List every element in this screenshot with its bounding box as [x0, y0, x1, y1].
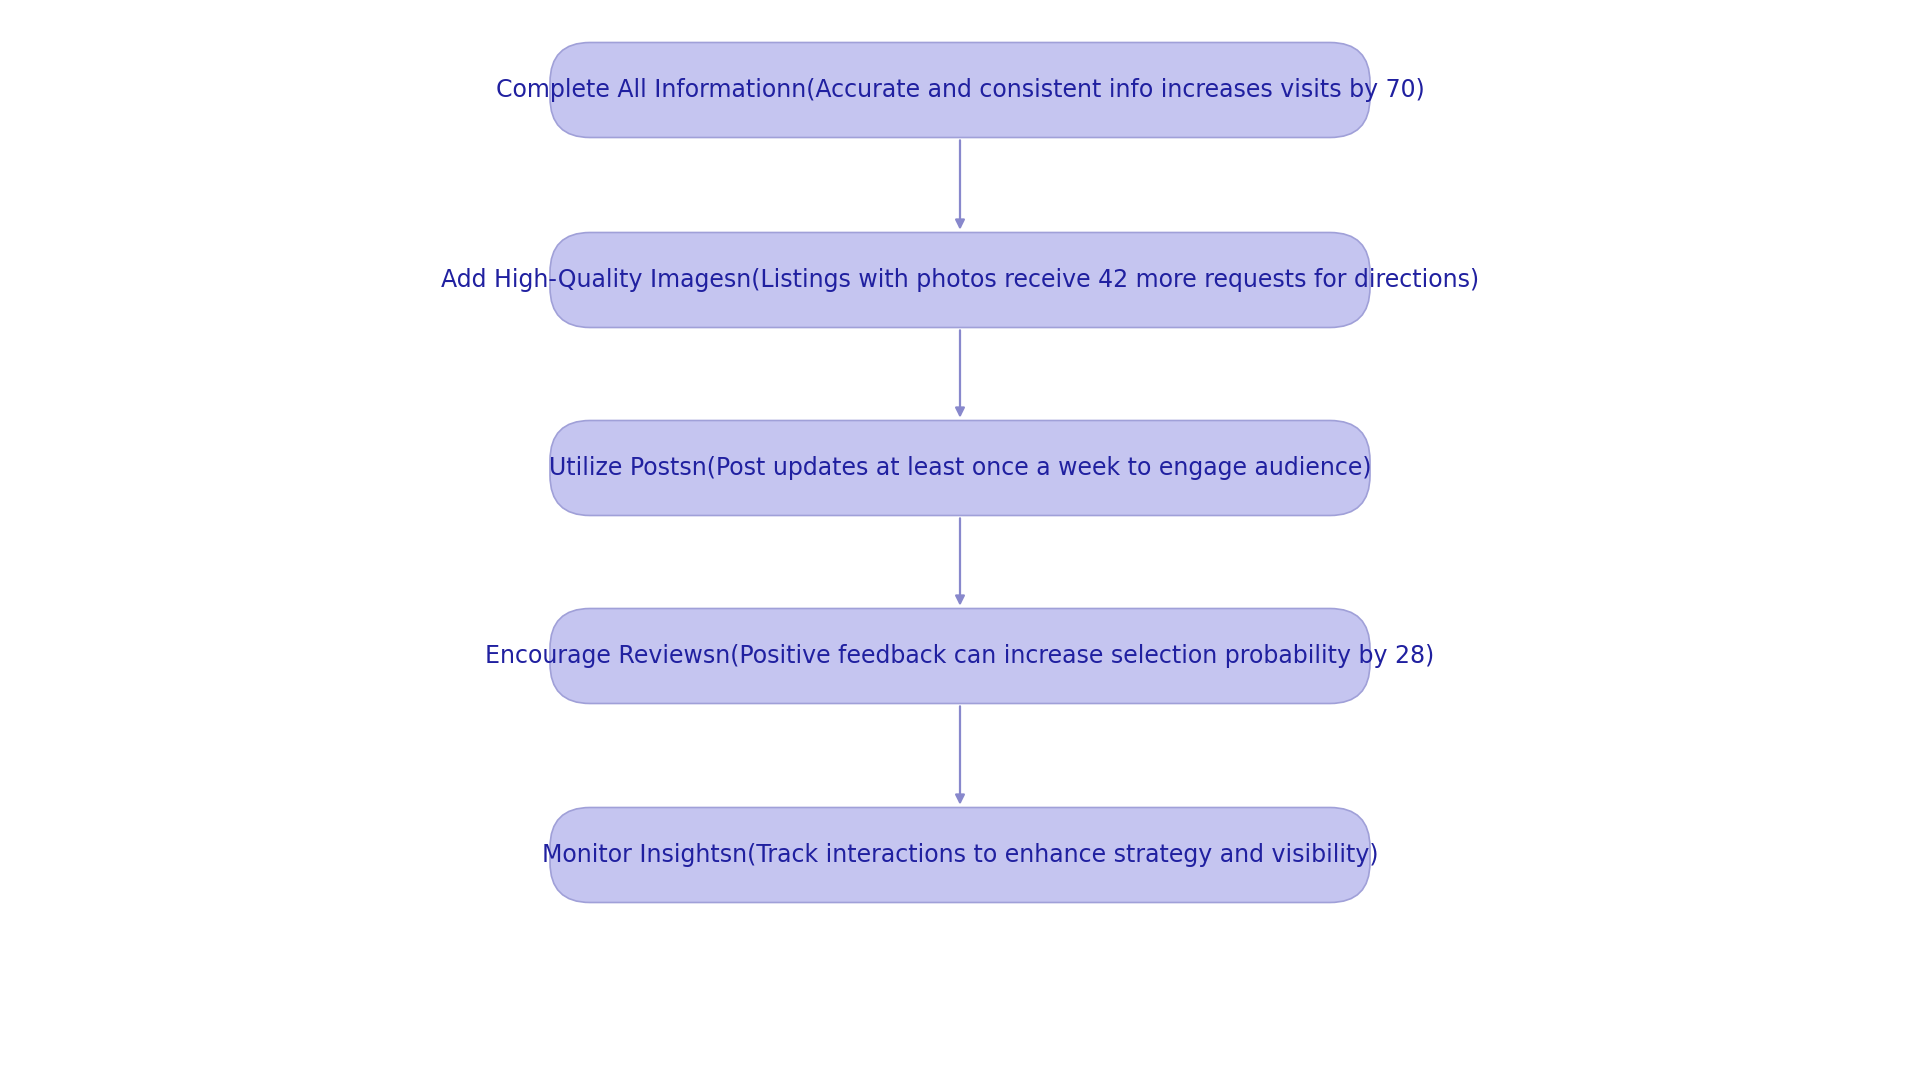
Text: Add High-Quality Imagesn(Listings with photos receive 42 more requests for direc: Add High-Quality Imagesn(Listings with p…: [442, 268, 1478, 292]
Text: Monitor Insightsn(Track interactions to enhance strategy and visibility): Monitor Insightsn(Track interactions to …: [541, 843, 1379, 867]
FancyBboxPatch shape: [549, 609, 1371, 704]
Text: Utilize Postsn(Post updates at least once a week to engage audience): Utilize Postsn(Post updates at least onc…: [549, 456, 1371, 480]
FancyBboxPatch shape: [549, 42, 1371, 138]
Text: Complete All Informationn(Accurate and consistent info increases visits by 70): Complete All Informationn(Accurate and c…: [495, 78, 1425, 102]
FancyBboxPatch shape: [549, 808, 1371, 902]
Text: Encourage Reviewsn(Positive feedback can increase selection probability by 28): Encourage Reviewsn(Positive feedback can…: [486, 644, 1434, 668]
FancyBboxPatch shape: [549, 420, 1371, 516]
FancyBboxPatch shape: [549, 233, 1371, 327]
